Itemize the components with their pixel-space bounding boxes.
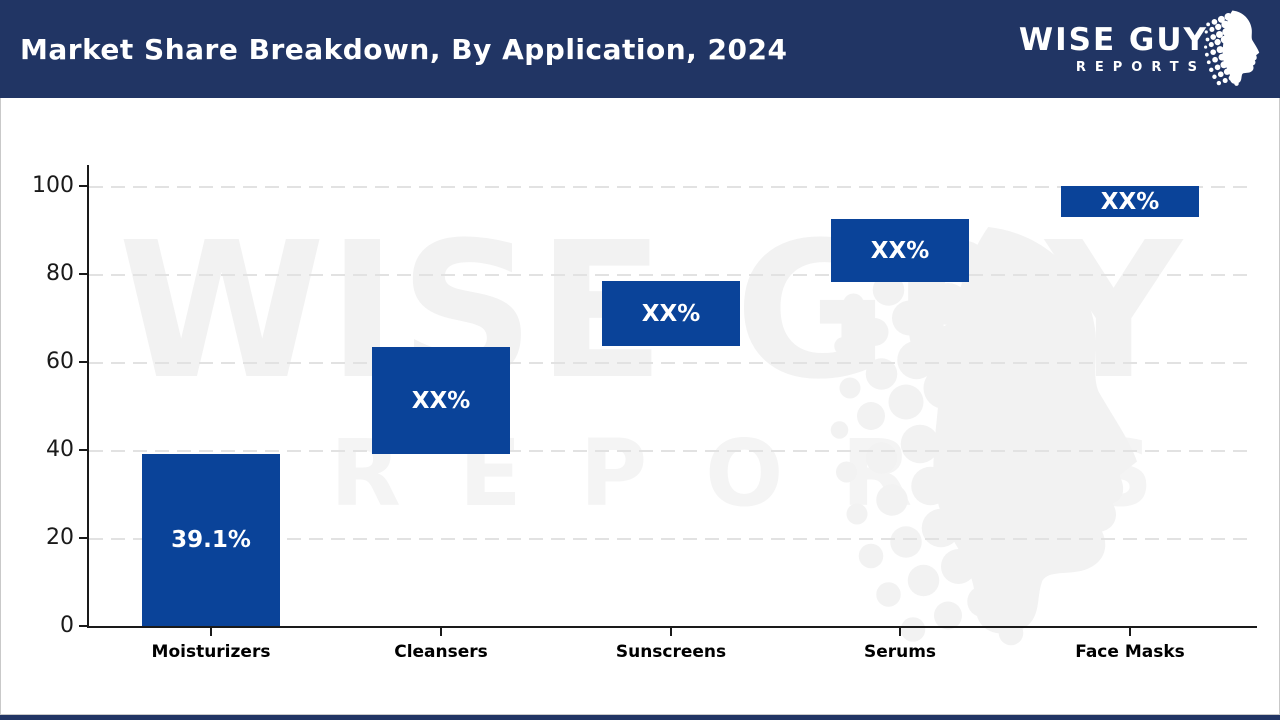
wiseguy-head-icon <box>1202 8 1266 90</box>
y-tick-label-20: 20 <box>46 525 74 550</box>
bar-cleansers: XX% <box>372 347 510 454</box>
x-axis-line <box>87 626 1257 628</box>
gridline-60 <box>89 362 1252 364</box>
y-tick-label-40: 40 <box>46 437 74 462</box>
y-tick-label-60: 60 <box>46 349 74 374</box>
x-category-label-cleansers: Cleansers <box>394 642 488 662</box>
bar-moisturizers: 39.1% <box>142 454 280 626</box>
y-axis-line <box>87 165 89 627</box>
y-tick-0 <box>79 625 87 627</box>
logo-wordmark-sub: REPORTS <box>1075 59 1206 75</box>
y-tick-40 <box>79 449 87 451</box>
gridline-100 <box>89 186 1252 188</box>
logo-wordmark-main: WISE GUY <box>1018 21 1208 58</box>
logo-wordmark: WISE GUY REPORTS <box>1018 21 1208 75</box>
y-tick-80 <box>79 273 87 275</box>
x-tick-face-masks <box>1129 628 1131 636</box>
gridline-20 <box>89 538 1252 540</box>
gridline-80 <box>89 274 1252 276</box>
bar-value-label: XX% <box>411 387 471 414</box>
bar-value-label: XX% <box>870 237 930 264</box>
chart-title: Market Share Breakdown, By Application, … <box>20 32 788 66</box>
y-tick-label-100: 100 <box>32 173 74 198</box>
x-tick-moisturizers <box>210 628 212 636</box>
footer-bar <box>0 715 1280 720</box>
x-category-label-moisturizers: Moisturizers <box>151 642 271 662</box>
bar-face-masks: XX% <box>1061 186 1199 217</box>
y-tick-100 <box>79 185 87 187</box>
x-category-label-face-masks: Face Masks <box>1075 642 1185 662</box>
x-category-label-sunscreens: Sunscreens <box>615 642 727 662</box>
bar-sunscreens: XX% <box>602 281 740 346</box>
wiseguy-logo: WISE GUY REPORTS <box>1019 8 1280 90</box>
x-tick-serums <box>899 628 901 636</box>
bar-value-label: 39.1% <box>171 527 251 553</box>
gridline-40 <box>89 450 1252 452</box>
x-tick-cleansers <box>440 628 442 636</box>
app-header: Market Share Breakdown, By Application, … <box>0 0 1280 98</box>
bar-serums: XX% <box>831 219 969 282</box>
y-tick-label-80: 80 <box>46 261 74 286</box>
y-tick-20 <box>79 537 87 539</box>
x-tick-sunscreens <box>670 628 672 636</box>
y-tick-label-0: 0 <box>60 613 74 638</box>
bar-value-label: XX% <box>641 300 701 327</box>
y-tick-60 <box>79 361 87 363</box>
x-category-label-serums: Serums <box>863 642 937 662</box>
bar-value-label: XX% <box>1100 188 1160 215</box>
